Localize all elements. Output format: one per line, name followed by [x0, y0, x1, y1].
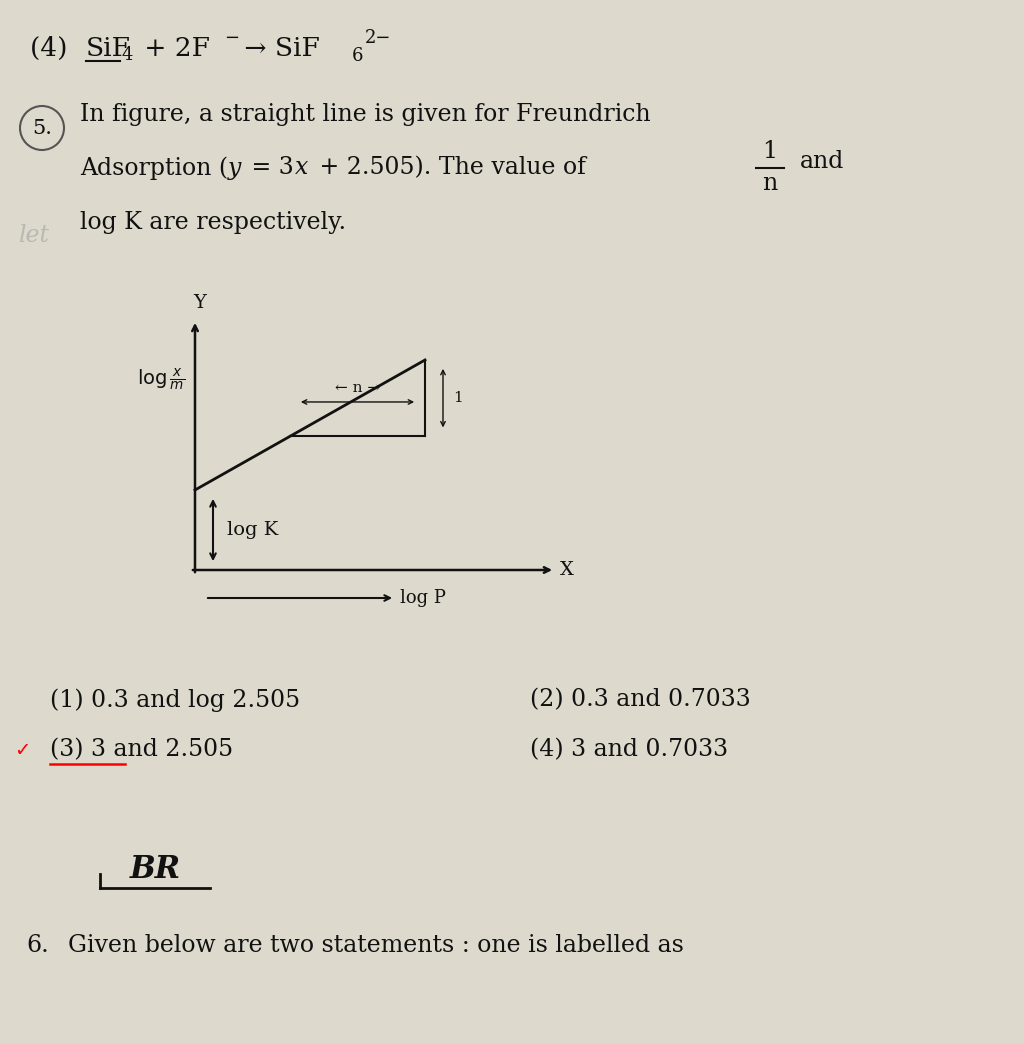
Text: (4) 3 and 0.7033: (4) 3 and 0.7033 — [530, 738, 728, 761]
Text: n: n — [763, 172, 777, 195]
Text: + 2F: + 2F — [136, 35, 210, 61]
Text: ← n →: ← n → — [335, 381, 380, 395]
Text: = 3: = 3 — [244, 157, 294, 180]
Text: log K: log K — [227, 521, 279, 539]
Text: 4: 4 — [122, 46, 133, 64]
Text: y: y — [228, 157, 242, 180]
Text: Y: Y — [194, 294, 207, 312]
Text: 1: 1 — [453, 392, 463, 405]
Text: log K are respectively.: log K are respectively. — [80, 211, 346, 234]
Text: Adsorption (: Adsorption ( — [80, 157, 228, 180]
Text: SiF: SiF — [86, 35, 131, 61]
Text: $\log\frac{x}{m}$: $\log\frac{x}{m}$ — [137, 366, 185, 393]
Text: (2) 0.3 and 0.7033: (2) 0.3 and 0.7033 — [530, 688, 751, 712]
Text: Given below are two statements : one is labelled as: Given below are two statements : one is … — [68, 933, 684, 956]
Text: (4): (4) — [30, 35, 76, 61]
Text: and: and — [800, 150, 845, 173]
Text: x: x — [295, 157, 308, 180]
Text: log P: log P — [400, 589, 445, 607]
Text: −: − — [224, 29, 240, 47]
Text: 2−: 2− — [365, 29, 391, 47]
Text: BR: BR — [129, 854, 180, 885]
Text: → SiF: → SiF — [236, 35, 319, 61]
Text: In figure, a straight line is given for Freundrich: In figure, a straight line is given for … — [80, 103, 650, 126]
Text: (3) 3 and 2.505: (3) 3 and 2.505 — [50, 738, 233, 761]
Text: 6: 6 — [352, 47, 364, 65]
Text: let: let — [18, 223, 49, 246]
Text: (1) 0.3 and log 2.505: (1) 0.3 and log 2.505 — [50, 688, 300, 712]
Text: 6.: 6. — [27, 933, 49, 956]
Text: X: X — [560, 561, 573, 579]
Text: ✓: ✓ — [13, 740, 30, 759]
Text: + 2.505). The value of: + 2.505). The value of — [312, 157, 586, 180]
Text: 5.: 5. — [32, 119, 52, 138]
Text: 1: 1 — [763, 141, 777, 164]
